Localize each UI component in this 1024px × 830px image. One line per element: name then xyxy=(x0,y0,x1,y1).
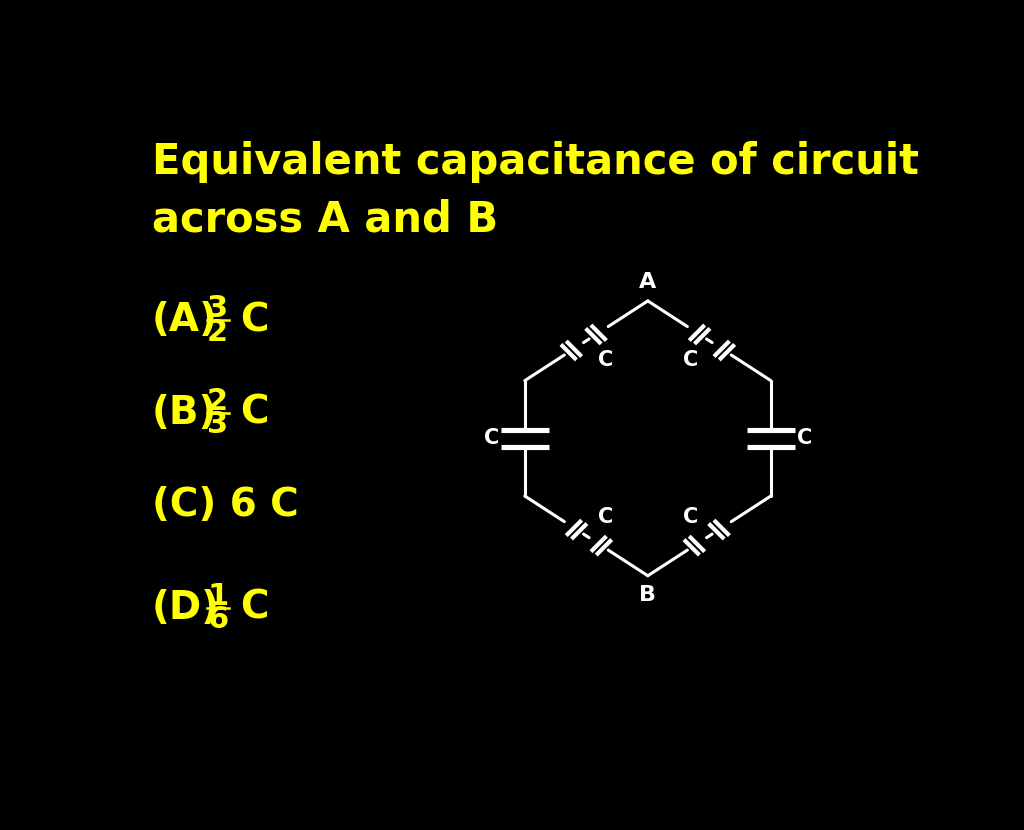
Text: (A): (A) xyxy=(152,301,218,339)
Text: Equivalent capacitance of circuit: Equivalent capacitance of circuit xyxy=(152,141,919,183)
Text: C: C xyxy=(598,507,612,527)
Text: (C) 6 C: (C) 6 C xyxy=(152,486,299,525)
Text: 2: 2 xyxy=(207,318,228,347)
Text: 3: 3 xyxy=(207,294,228,323)
Text: (D): (D) xyxy=(152,588,220,627)
Text: C: C xyxy=(484,428,499,448)
Text: 1: 1 xyxy=(207,582,228,611)
Text: C: C xyxy=(240,588,268,627)
Text: C: C xyxy=(683,507,698,527)
Text: C: C xyxy=(683,349,698,369)
Text: C: C xyxy=(240,301,268,339)
Text: across A and B: across A and B xyxy=(152,198,498,241)
Text: (B): (B) xyxy=(152,393,217,432)
Text: A: A xyxy=(639,271,656,291)
Text: B: B xyxy=(639,585,656,605)
Text: 3: 3 xyxy=(207,410,228,439)
Text: C: C xyxy=(598,349,612,369)
Text: 6: 6 xyxy=(207,605,228,634)
Text: C: C xyxy=(797,428,812,448)
Text: 2: 2 xyxy=(207,387,228,416)
Text: C: C xyxy=(240,393,268,432)
